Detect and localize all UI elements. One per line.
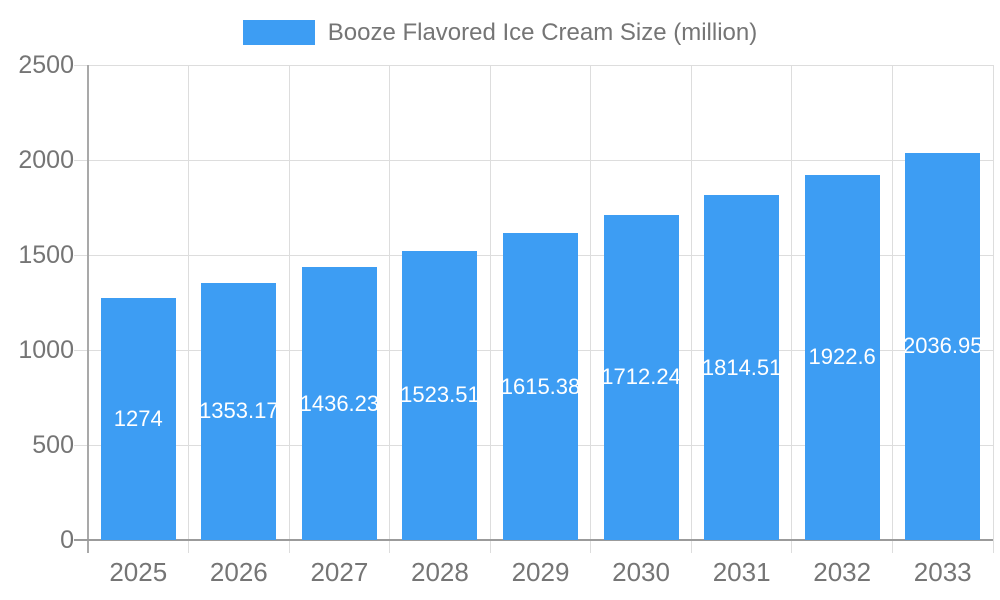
x-gridline <box>590 65 592 553</box>
x-gridline <box>791 65 793 553</box>
bar-value-label: 1436.23 <box>301 390 377 416</box>
y-axis-tick-label: 500 <box>32 431 74 459</box>
legend: Booze Flavored Ice Cream Size (million) <box>0 20 1000 45</box>
y-axis-line <box>87 65 89 553</box>
x-axis-tick-label: 2031 <box>712 557 771 587</box>
bar-value-label: 1712.24 <box>603 364 679 390</box>
bar[interactable]: 1712.24 <box>603 214 679 540</box>
bar-value-label: 1814.51 <box>704 354 780 380</box>
legend-swatch-icon <box>242 20 315 45</box>
y-gridline <box>74 64 993 66</box>
bar[interactable]: 1814.51 <box>704 195 780 540</box>
x-gridline <box>489 65 491 553</box>
y-axis-tick-label: 2500 <box>18 51 74 79</box>
x-axis-tick-label: 2025 <box>109 557 168 587</box>
y-axis-tick-label: 0 <box>60 526 74 554</box>
x-gridline <box>188 65 190 553</box>
y-axis-tick-label: 2000 <box>18 146 74 174</box>
x-axis-tick-label: 2033 <box>913 557 972 587</box>
bar[interactable]: 1436.23 <box>301 267 377 540</box>
bar-value-label: 1615.38 <box>503 373 578 399</box>
x-gridline <box>690 65 692 553</box>
x-gridline <box>891 65 893 553</box>
x-gridline <box>992 65 994 553</box>
x-gridline <box>288 65 290 553</box>
bar-value-label: 1353.17 <box>201 398 277 424</box>
bar-value-label: 2036.95 <box>905 333 981 359</box>
bar[interactable]: 1615.38 <box>503 233 578 540</box>
x-axis-tick-label: 2030 <box>612 557 670 587</box>
bar[interactable]: 2036.95 <box>905 152 981 540</box>
y-axis-tick-label: 1000 <box>18 336 74 364</box>
legend-item[interactable]: Booze Flavored Ice Cream Size (million) <box>242 19 758 46</box>
bar-value-label: 1523.51 <box>402 382 478 408</box>
x-axis-tick-label: 2029 <box>511 557 570 587</box>
x-axis-tick-label: 2032 <box>813 557 872 587</box>
x-axis-tick-label: 2028 <box>411 557 469 587</box>
bar[interactable]: 1523.51 <box>402 250 478 540</box>
y-gridline <box>74 159 993 161</box>
bar-value-label: 1922.6 <box>808 344 876 370</box>
bar-value-label: 1274 <box>113 405 163 431</box>
x-axis-tick-label: 2027 <box>310 557 369 587</box>
bar[interactable]: 1353.17 <box>201 282 277 540</box>
x-axis-tick-label: 2026 <box>209 557 268 587</box>
legend-label: Booze Flavored Ice Cream Size (million) <box>327 19 758 46</box>
x-axis-line <box>74 539 993 541</box>
bar[interactable]: 1922.6 <box>804 174 880 540</box>
bar[interactable]: 1274 <box>100 297 176 540</box>
y-axis-tick-label: 1500 <box>18 241 74 269</box>
x-gridline <box>389 65 391 553</box>
